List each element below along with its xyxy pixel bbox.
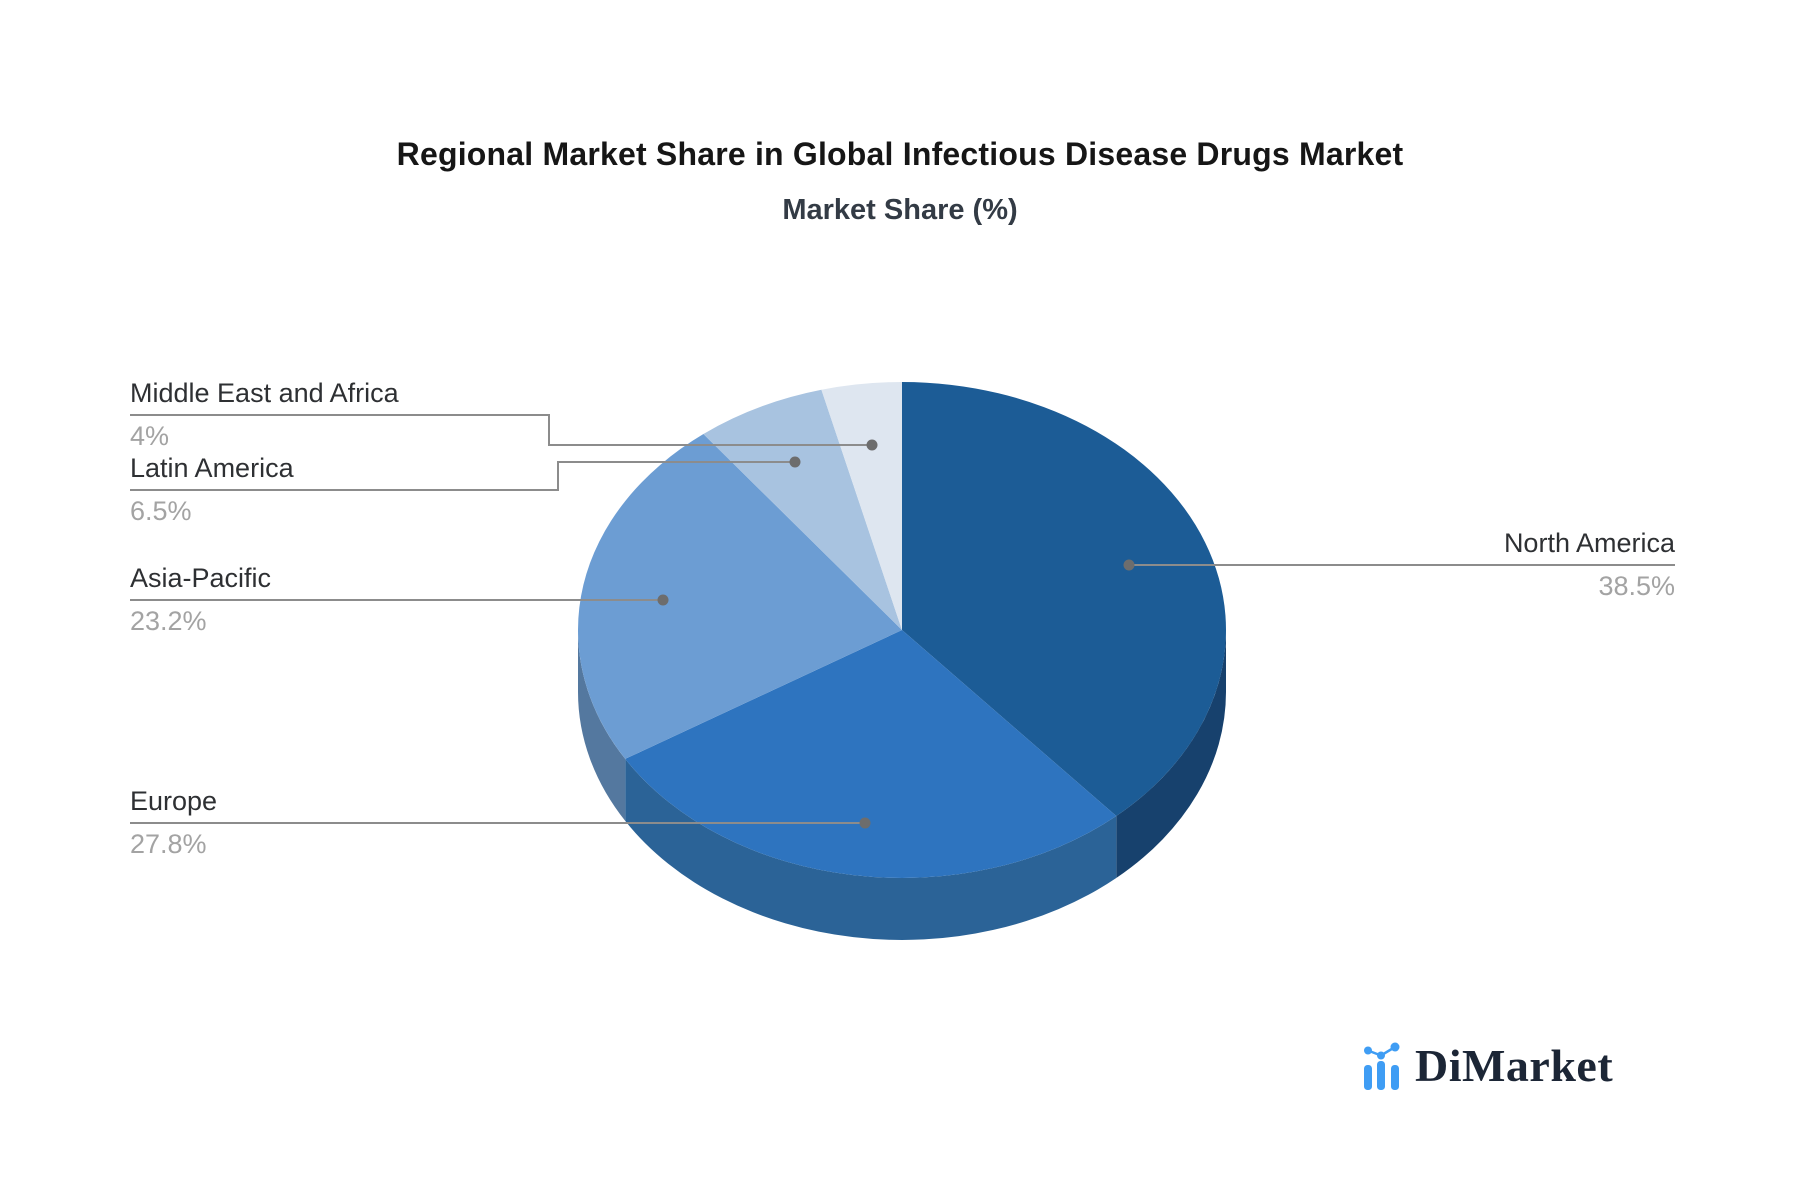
leader-dot-asia-pacific [657,594,669,606]
label-asia-pacific: Asia-Pacific [130,563,272,593]
value-middle-east-and-africa: 4% [130,421,170,451]
leader-dot-latin-america [789,456,801,468]
value-latin-america: 6.5% [130,496,192,526]
pie-slice-europe[interactable] [625,630,1117,878]
leader-dot-europe [859,817,871,829]
value-europe: 27.8% [130,829,207,859]
logo-bar [1391,1065,1399,1090]
leader-line-latin-america [130,461,795,491]
pie-side-north-america [1116,630,1226,879]
logo-dot [1390,1042,1400,1052]
label-middle-east-and-africa: Middle East and Africa [130,378,399,408]
label-north-america: North America [1503,528,1675,558]
pie-slice-north-america[interactable] [902,382,1226,817]
pie-side-asia-pacific [578,630,626,821]
logo-bar [1364,1065,1372,1090]
pie-slice-latin-america[interactable] [703,389,902,630]
label-europe: Europe [130,786,218,816]
pie-side-europe [625,758,1117,940]
chart-subtitle: Market Share (%) [782,194,1018,226]
leader-dot-north-america [1123,559,1135,571]
leader-line-middle-east-and-africa [130,414,872,446]
pie-slice-asia-pacific[interactable] [578,434,902,759]
dimarket-logo-text: DiMarket [1415,1040,1614,1091]
dimarket-logo: DiMarket [1363,1042,1613,1090]
value-north-america: 38.5% [1598,571,1675,601]
logo-dot [1364,1046,1372,1055]
logo-bar [1377,1061,1385,1090]
label-latin-america: Latin America [130,453,294,483]
logo-dot [1377,1051,1385,1060]
dimarket-logo-icon [1364,1042,1400,1090]
value-asia-pacific: 23.2% [130,606,207,636]
chart-title: Regional Market Share in Global Infectio… [396,136,1404,172]
leader-dot-middle-east-and-africa [866,439,878,451]
